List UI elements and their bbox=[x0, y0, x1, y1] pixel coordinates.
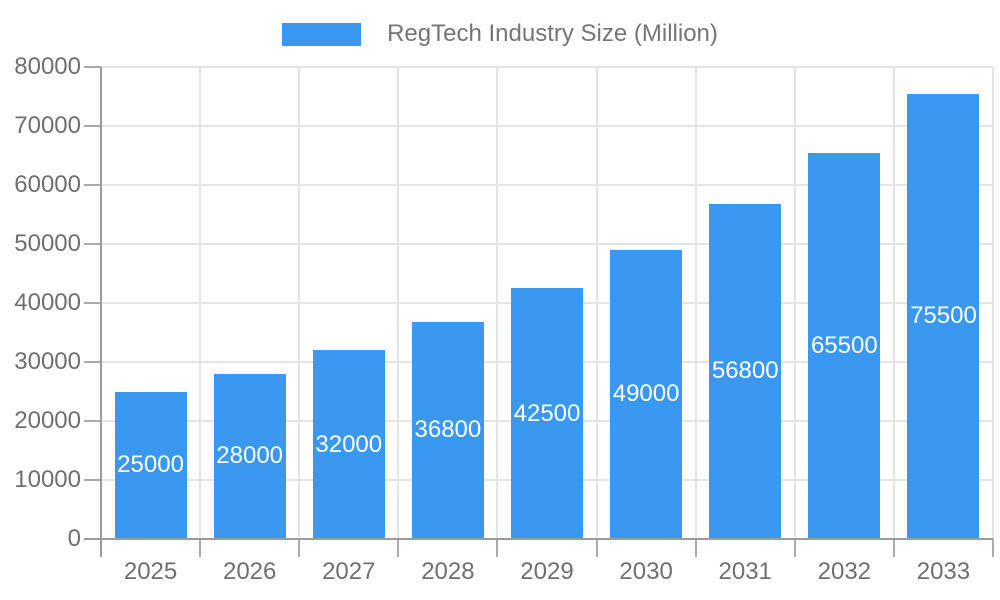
x-gridline bbox=[199, 67, 202, 539]
bar-value-label: 65500 bbox=[810, 331, 878, 359]
legend-swatch-icon bbox=[282, 22, 362, 46]
y-axis-line bbox=[100, 67, 102, 557]
y-axis-label: 10000 bbox=[14, 466, 81, 493]
y-axis-tick bbox=[84, 420, 101, 422]
x-axis-tick bbox=[595, 539, 598, 557]
y-axis-label: 20000 bbox=[14, 407, 81, 434]
y-axis-tick bbox=[84, 184, 101, 186]
y-axis-tick bbox=[84, 66, 101, 68]
x-gridline bbox=[595, 67, 598, 539]
bar-value-label: 42500 bbox=[513, 399, 581, 427]
bar-value-label: 25000 bbox=[117, 451, 184, 479]
y-axis-tick bbox=[84, 479, 101, 481]
y-axis-label: 40000 bbox=[14, 289, 81, 316]
bar-value-label: 32000 bbox=[315, 430, 383, 458]
bar-value-label: 28000 bbox=[216, 442, 284, 470]
x-axis-tick bbox=[892, 539, 895, 557]
x-axis-tick bbox=[992, 539, 994, 557]
bar-value-label: 56800 bbox=[711, 357, 779, 385]
x-axis-label: 2029 bbox=[520, 558, 574, 585]
x-axis-tick bbox=[694, 539, 697, 557]
y-gridline bbox=[101, 184, 993, 186]
x-gridline bbox=[694, 67, 697, 539]
bar-2028[interactable] bbox=[411, 321, 484, 539]
y-axis-tick bbox=[84, 243, 101, 245]
bar-value-label: 36800 bbox=[414, 416, 482, 444]
y-gridline bbox=[101, 243, 993, 245]
y-axis-label: 50000 bbox=[14, 230, 81, 257]
x-axis-tick bbox=[793, 539, 796, 557]
x-axis-label: 2027 bbox=[322, 558, 376, 585]
bar-2030[interactable] bbox=[610, 249, 683, 539]
x-gridline bbox=[298, 67, 301, 539]
y-axis-tick bbox=[84, 361, 101, 363]
bar-2033[interactable] bbox=[907, 93, 980, 539]
y-axis-tick bbox=[84, 125, 101, 127]
y-axis-label: 80000 bbox=[14, 53, 81, 80]
x-gridline bbox=[992, 67, 994, 539]
bar-2031[interactable] bbox=[709, 203, 782, 539]
x-axis-tick bbox=[298, 539, 301, 557]
x-axis-label: 2025 bbox=[123, 558, 178, 585]
x-axis-label: 2026 bbox=[222, 558, 277, 585]
bar-2032[interactable] bbox=[808, 152, 881, 539]
bar-2029[interactable] bbox=[511, 288, 583, 539]
x-gridline bbox=[793, 67, 796, 539]
bar-value-label: 49000 bbox=[612, 380, 680, 408]
x-axis-label: 2033 bbox=[916, 558, 971, 585]
y-axis-label: 60000 bbox=[14, 171, 81, 198]
x-axis-label: 2028 bbox=[421, 558, 475, 585]
x-gridline bbox=[397, 67, 400, 539]
bar-2026[interactable] bbox=[213, 373, 286, 539]
legend: RegTech Industry Size (Million) bbox=[0, 20, 1000, 48]
x-axis-label: 2030 bbox=[619, 558, 673, 585]
y-axis-label: 0 bbox=[67, 525, 81, 552]
y-axis-label: 70000 bbox=[14, 112, 81, 139]
x-axis-tick bbox=[496, 539, 499, 557]
x-axis-line bbox=[84, 538, 993, 540]
x-gridline bbox=[892, 67, 895, 539]
legend-item[interactable]: RegTech Industry Size (Million) bbox=[282, 20, 718, 48]
y-axis-label: 30000 bbox=[14, 348, 81, 375]
x-axis-tick bbox=[199, 539, 202, 557]
bar-value-label: 75500 bbox=[910, 302, 977, 330]
x-axis-label: 2032 bbox=[817, 558, 872, 585]
y-axis-tick bbox=[84, 302, 101, 304]
x-axis-tick bbox=[397, 539, 400, 557]
x-gridline bbox=[496, 67, 499, 539]
legend-label: RegTech Industry Size (Million) bbox=[387, 20, 718, 47]
y-gridline bbox=[101, 125, 993, 127]
y-gridline bbox=[101, 66, 993, 68]
x-axis-label: 2031 bbox=[718, 558, 772, 585]
bar-2025[interactable] bbox=[114, 391, 187, 539]
bar-2027[interactable] bbox=[312, 350, 385, 539]
